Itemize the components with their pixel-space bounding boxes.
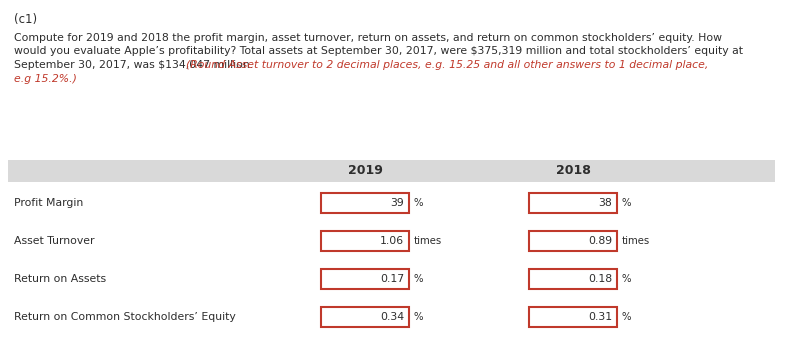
- Bar: [529, 231, 617, 251]
- Text: Return on Common Stockholders’ Equity: Return on Common Stockholders’ Equity: [14, 312, 236, 322]
- Bar: [529, 269, 617, 289]
- Text: 39: 39: [390, 198, 404, 208]
- Text: %: %: [414, 274, 423, 284]
- Text: 1.06: 1.06: [380, 236, 404, 246]
- Text: Asset Turnover: Asset Turnover: [14, 236, 94, 246]
- Text: (Round Asset turnover to 2 decimal places, e.g. 15.25 and all other answers to 1: (Round Asset turnover to 2 decimal place…: [186, 60, 708, 70]
- Text: Return on Assets: Return on Assets: [14, 274, 106, 284]
- Text: e.g 15.2%.): e.g 15.2%.): [14, 73, 77, 84]
- Text: (c1): (c1): [14, 13, 37, 26]
- Bar: [8, 160, 775, 182]
- Bar: [321, 231, 409, 251]
- Bar: [321, 193, 409, 213]
- Text: %: %: [414, 312, 423, 322]
- Text: times: times: [622, 236, 650, 246]
- Text: %: %: [622, 274, 631, 284]
- Text: times: times: [414, 236, 442, 246]
- Text: 0.17: 0.17: [380, 274, 404, 284]
- Text: 0.18: 0.18: [588, 274, 612, 284]
- Text: 0.89: 0.89: [588, 236, 612, 246]
- Text: %: %: [622, 198, 631, 208]
- Bar: [321, 307, 409, 327]
- Bar: [321, 269, 409, 289]
- Text: would you evaluate Apple’s profitability? Total assets at September 30, 2017, we: would you evaluate Apple’s profitability…: [14, 47, 743, 56]
- Text: 2018: 2018: [556, 164, 591, 178]
- Text: Compute for 2019 and 2018 the profit margin, asset turnover, return on assets, a: Compute for 2019 and 2018 the profit mar…: [14, 33, 722, 43]
- Text: Profit Margin: Profit Margin: [14, 198, 83, 208]
- Text: 0.31: 0.31: [588, 312, 612, 322]
- Bar: [529, 193, 617, 213]
- Text: 2019: 2019: [347, 164, 382, 178]
- Text: %: %: [414, 198, 423, 208]
- Text: 0.34: 0.34: [380, 312, 404, 322]
- Text: 38: 38: [598, 198, 612, 208]
- Text: %: %: [622, 312, 631, 322]
- Text: September 30, 2017, was $134,047 million.: September 30, 2017, was $134,047 million…: [14, 60, 257, 70]
- Bar: [529, 307, 617, 327]
